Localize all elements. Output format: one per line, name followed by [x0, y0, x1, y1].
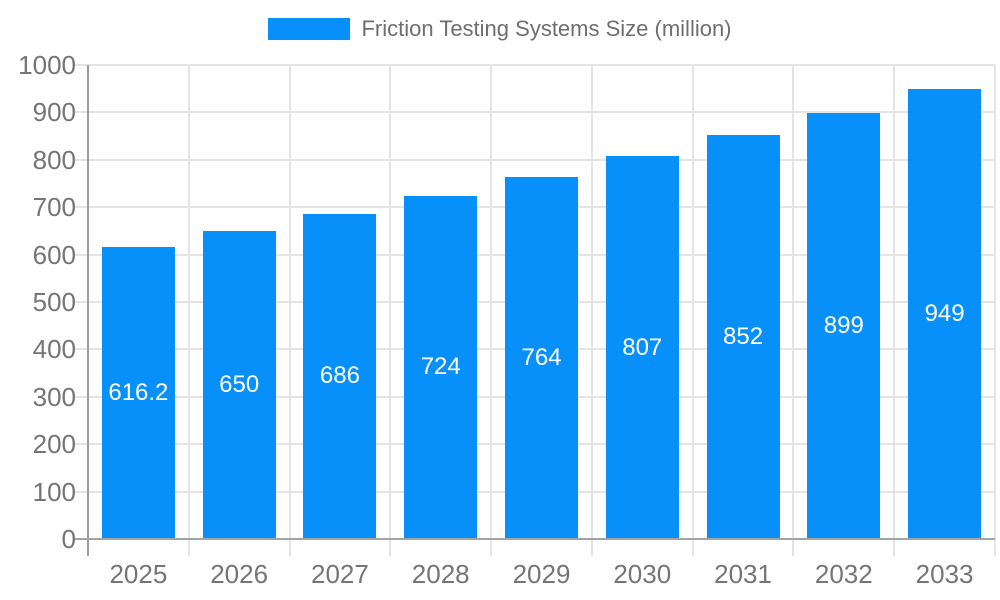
bar[interactable]	[505, 176, 578, 539]
x-tick-label: 2030	[613, 559, 672, 589]
y-tick-label: 700	[32, 192, 76, 223]
x-gridline	[994, 65, 996, 556]
bar[interactable]	[303, 213, 377, 539]
bar-value-label: 616.2	[108, 378, 169, 406]
bar-value-label: 650	[219, 370, 260, 398]
y-tick-label: 300	[32, 381, 76, 412]
x-gridline	[389, 65, 392, 556]
legend-label: Friction Testing Systems Size (million)	[361, 16, 732, 41]
x-tick-label: 2031	[714, 559, 772, 589]
x-gridline	[691, 65, 694, 556]
bar[interactable]	[101, 246, 175, 539]
legend-swatch	[268, 18, 351, 40]
x-gridline	[490, 65, 493, 556]
x-tick-label: 2025	[109, 559, 168, 589]
bar-value-label: 764	[521, 343, 562, 371]
legend: Friction Testing Systems Size (million)	[0, 16, 1000, 42]
x-tick-label: 2033	[915, 559, 974, 589]
bar[interactable]	[404, 195, 478, 539]
y-tick-label: 900	[32, 97, 76, 128]
x-gridline	[792, 65, 795, 556]
legend-item[interactable]: Friction Testing Systems Size (million)	[268, 16, 732, 42]
y-gridline	[75, 64, 995, 66]
y-tick-label: 200	[32, 429, 76, 460]
y-tick-label: 500	[32, 287, 76, 317]
bar-value-label: 949	[924, 300, 965, 328]
y-tick-label: 600	[32, 239, 76, 270]
bar[interactable]	[706, 135, 780, 539]
y-tick-label: 100	[32, 476, 76, 507]
bar-value-label: 852	[723, 323, 764, 351]
x-gridline	[893, 65, 896, 556]
y-axis-line	[87, 65, 89, 556]
bar-value-label: 724	[420, 353, 461, 381]
x-gridline	[187, 65, 190, 556]
y-tick-label: 0	[61, 524, 76, 554]
y-gridline	[75, 158, 995, 161]
bar[interactable]	[605, 156, 679, 539]
bar-value-label: 686	[319, 362, 360, 390]
x-tick-label: 2032	[814, 559, 873, 589]
x-tick-label: 2027	[311, 559, 369, 589]
x-axis-line	[75, 538, 995, 540]
y-tick-label: 1000	[18, 50, 76, 80]
y-tick-label: 800	[32, 144, 76, 175]
x-gridline	[288, 65, 291, 556]
bar-value-label: 899	[823, 311, 864, 339]
bar[interactable]	[807, 112, 881, 539]
x-tick-label: 2026	[210, 559, 269, 589]
x-tick-label: 2029	[512, 559, 571, 589]
bar-value-label: 807	[622, 333, 663, 361]
y-tick-label: 400	[32, 334, 76, 365]
bar[interactable]	[202, 230, 276, 539]
x-gridline	[590, 65, 593, 556]
y-gridline	[75, 111, 995, 114]
x-tick-label: 2028	[411, 559, 470, 589]
bar[interactable]	[908, 89, 982, 539]
